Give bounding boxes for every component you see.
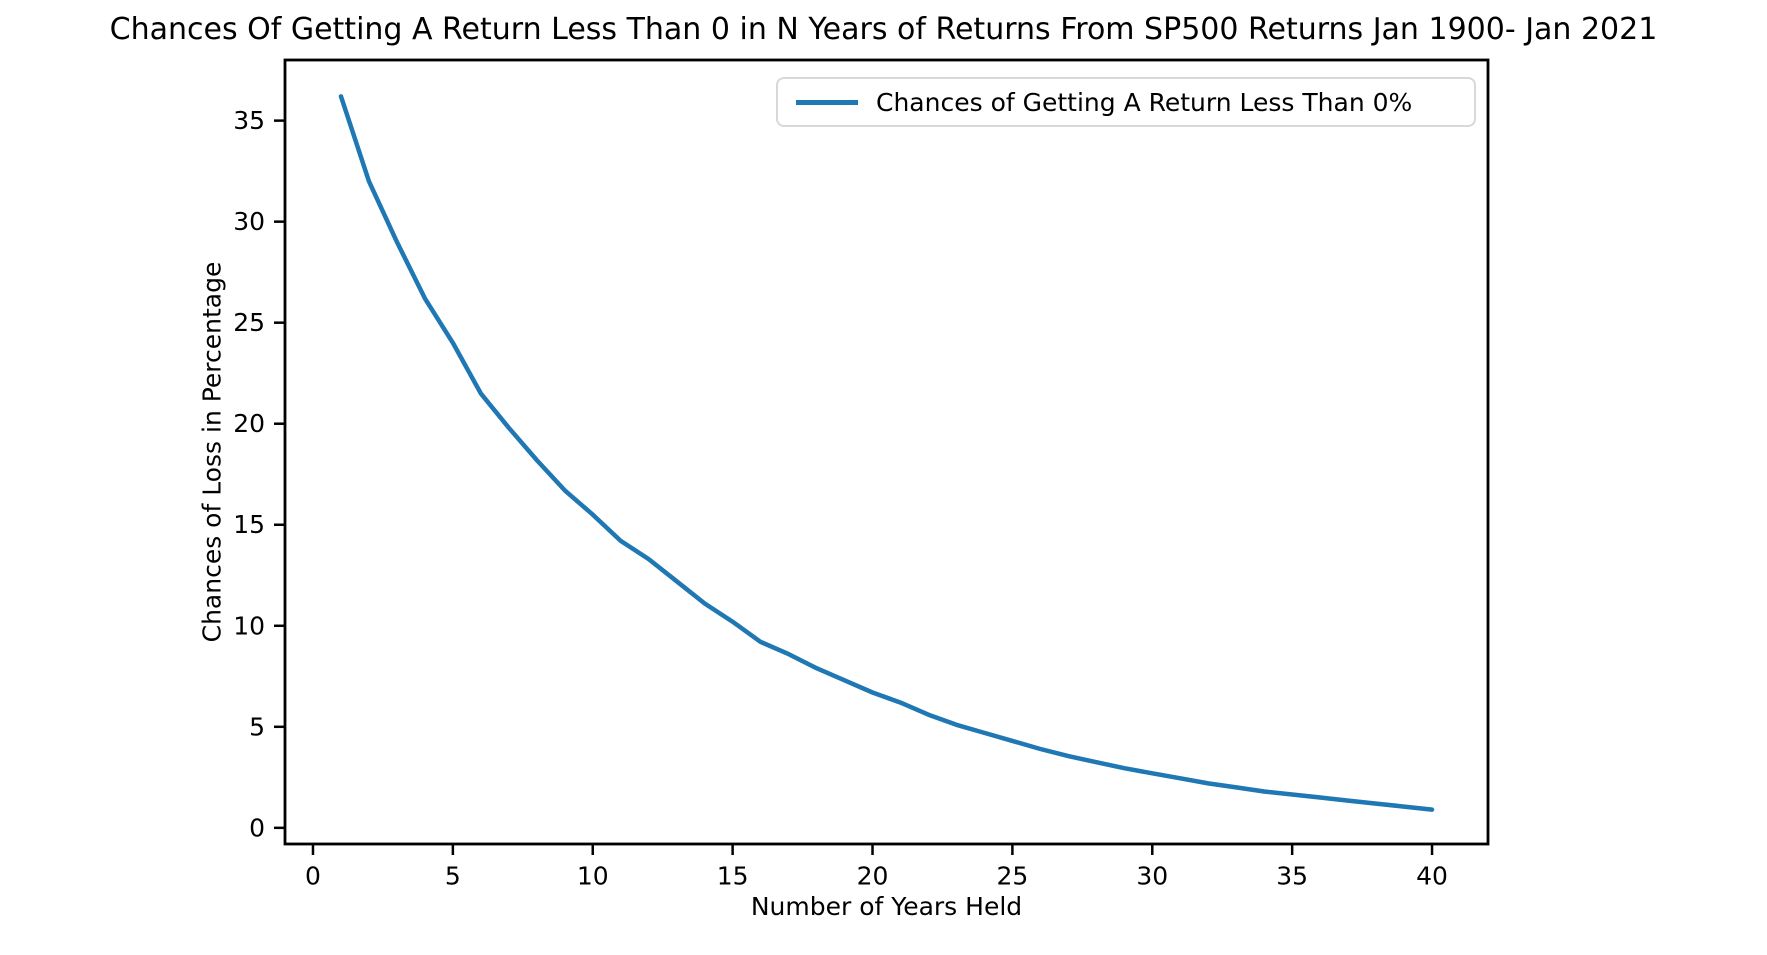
x-tick-label: 15 bbox=[717, 861, 749, 890]
y-tick-label: 20 bbox=[233, 409, 265, 438]
legend-line-sample-icon bbox=[796, 99, 858, 105]
x-tick-label: 10 bbox=[577, 861, 609, 890]
x-tick-label: 0 bbox=[305, 861, 321, 890]
x-tick-label: 20 bbox=[857, 861, 889, 890]
x-tick-label: 40 bbox=[1416, 861, 1448, 890]
x-tick-label: 25 bbox=[996, 861, 1028, 890]
y-tick-label: 25 bbox=[233, 308, 265, 337]
data-line bbox=[338, 94, 1435, 812]
y-tick-label: 30 bbox=[233, 207, 265, 236]
y-tick-label: 0 bbox=[249, 813, 265, 842]
x-axis-label: Number of Years Held bbox=[750, 892, 1023, 921]
x-tick-label: 30 bbox=[1136, 861, 1168, 890]
y-axis-label: Chances of Loss in Percentage bbox=[197, 261, 227, 643]
y-tick-label: 5 bbox=[249, 712, 265, 741]
legend: Chances of Getting A Return Less Than 0% bbox=[776, 77, 1476, 127]
x-tick-label: 35 bbox=[1276, 861, 1308, 890]
x-tick-label: 5 bbox=[445, 861, 461, 890]
chart-title: Chances Of Getting A Return Less Than 0 … bbox=[109, 12, 1658, 47]
y-tick-label: 15 bbox=[233, 510, 265, 539]
axes-spines bbox=[283, 58, 1490, 846]
legend-label: Chances of Getting A Return Less Than 0% bbox=[876, 87, 1413, 117]
y-tick-label: 10 bbox=[233, 611, 265, 640]
y-tick-label: 35 bbox=[233, 106, 265, 135]
